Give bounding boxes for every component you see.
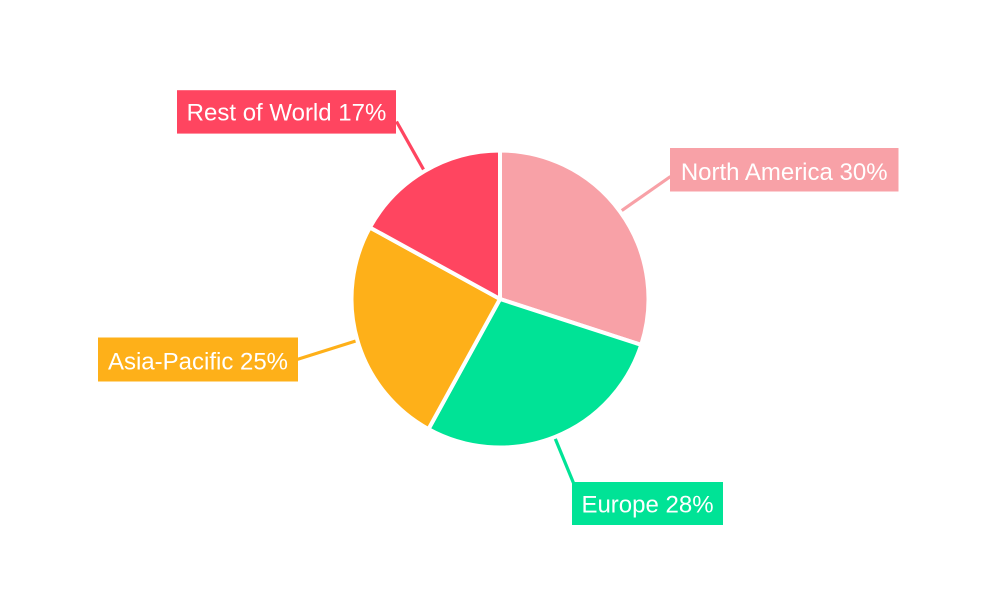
svg-text:Asia-Pacific 25%: Asia-Pacific 25% [108,349,288,376]
svg-text:Europe 28%: Europe 28% [581,492,713,519]
svg-text:Rest of World 17%: Rest of World 17% [187,100,387,127]
svg-text:North America 30%: North America 30% [681,159,888,186]
